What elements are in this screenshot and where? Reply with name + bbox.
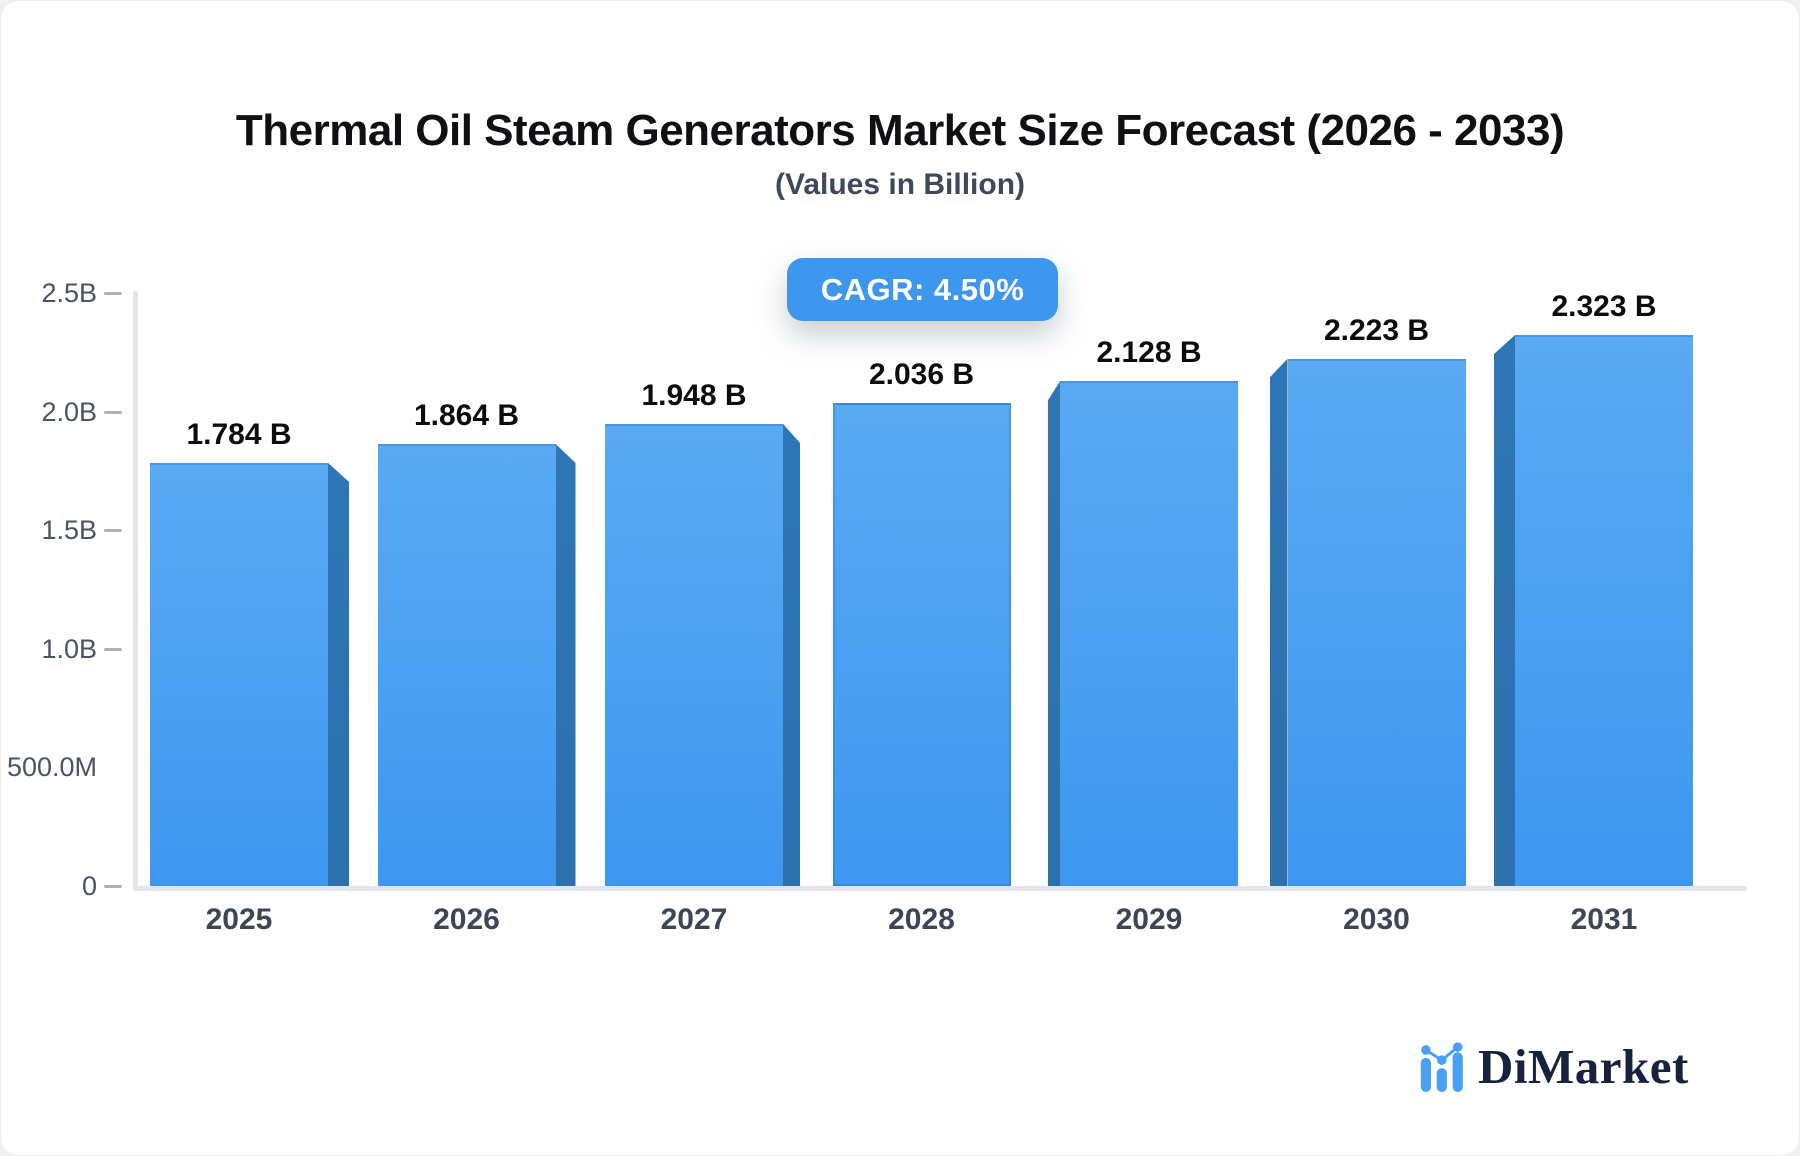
- bar: [605, 423, 783, 886]
- bar: [1060, 381, 1238, 886]
- bar: [377, 443, 556, 886]
- brand-name: DiMarket: [1478, 1039, 1689, 1094]
- bar-3d-side: [783, 423, 800, 886]
- y-axis-line: [133, 291, 138, 891]
- bar-value-label: 1.864 B: [413, 398, 520, 432]
- y-axis-tick-label: 0: [81, 871, 97, 901]
- bar: [832, 403, 1011, 886]
- bar-value-label: 2.323 B: [1551, 289, 1657, 323]
- x-axis-tick-label: 2029: [1115, 903, 1183, 936]
- y-axis-tick-mark: [104, 410, 122, 414]
- y-axis-tick-mark: [104, 647, 122, 651]
- bar-value-label: 1.784 B: [186, 417, 292, 451]
- x-axis-tick-label: 2026: [433, 903, 500, 936]
- y-axis-tick-label: 1.0B: [41, 633, 97, 664]
- y-axis-tick-mark: [104, 292, 122, 295]
- y-axis-tick-label: 2.5B: [41, 278, 97, 308]
- y-axis-tick-mark: [104, 885, 122, 888]
- x-axis-tick-label: 2028: [888, 903, 955, 936]
- y-axis-tick-mark: [104, 529, 122, 533]
- cagr-badge-label: CAGR: 4.50%: [820, 271, 1025, 307]
- bar-value-label: 2.036 B: [868, 358, 975, 392]
- bar: [150, 462, 328, 886]
- bar-3d-side: [1048, 381, 1060, 886]
- bar-3d-side: [328, 462, 349, 886]
- bar-3d-side: [555, 443, 576, 886]
- bar-value-label: 2.223 B: [1323, 313, 1430, 347]
- chart-title: Thermal Oil Steam Generators Market Size…: [235, 106, 1565, 155]
- x-axis-tick-label: 2025: [205, 903, 273, 936]
- bar-value-label: 1.948 B: [641, 378, 747, 412]
- y-axis-tick-label: 1.5B: [41, 515, 97, 546]
- bar-3d-side: [1269, 358, 1288, 886]
- x-axis-tick-label: 2027: [660, 903, 728, 936]
- bar-value-label: 2.128 B: [1096, 336, 1202, 370]
- bar: [1287, 358, 1466, 886]
- x-axis-line: [133, 886, 1747, 891]
- chart-subtitle: (Values in Billion): [774, 168, 1026, 201]
- x-axis-tick-label: 2031: [1570, 903, 1638, 936]
- y-axis-tick-label: 500.0M: [6, 752, 97, 783]
- brand-logo: DiMarket: [1420, 1038, 1689, 1095]
- bar-3d-side: [1494, 334, 1515, 886]
- bar-line-chart-icon: [1420, 1041, 1463, 1092]
- bar: [1515, 334, 1693, 886]
- y-axis-tick-label: 2.0B: [41, 396, 97, 427]
- cagr-badge: CAGR: 4.50%: [787, 258, 1058, 321]
- x-axis-tick-label: 2030: [1343, 903, 1410, 936]
